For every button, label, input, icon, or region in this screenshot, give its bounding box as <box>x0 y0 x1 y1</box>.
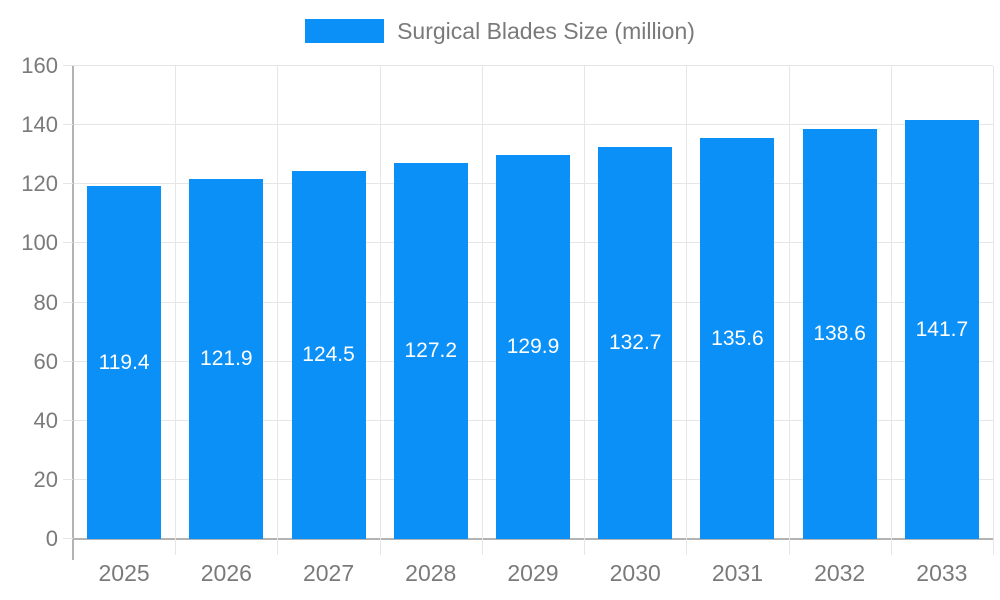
bar-value-label: 129.9 <box>506 334 560 358</box>
gridline-horizontal <box>73 65 993 66</box>
x-tick-label: 2029 <box>507 560 559 586</box>
y-tick-label: 40 <box>33 407 58 433</box>
gridline-vertical <box>481 66 483 555</box>
bar[interactable]: 135.6 <box>700 138 775 539</box>
legend-label: Surgical Blades Size (million) <box>397 18 695 44</box>
bar[interactable]: 121.9 <box>189 178 264 539</box>
bar-value-label: 119.4 <box>98 350 150 374</box>
y-tick-mark <box>63 360 73 362</box>
bar-value-label: 141.7 <box>915 317 969 341</box>
y-axis-line <box>72 66 74 560</box>
x-axis-line <box>73 538 993 540</box>
y-tick-mark <box>63 419 73 421</box>
bar-value-label: 132.7 <box>608 330 662 354</box>
y-tick-mark <box>63 183 73 185</box>
x-tick-label: 2025 <box>98 560 150 586</box>
gridline-vertical <box>175 66 177 555</box>
gridline-horizontal <box>73 124 993 126</box>
y-tick-mark <box>63 65 73 66</box>
x-tick-label: 2026 <box>200 560 252 586</box>
gridline-vertical <box>686 66 688 555</box>
bar[interactable]: 127.2 <box>393 162 468 539</box>
legend[interactable]: Surgical Blades Size (million) <box>0 16 1000 46</box>
y-tick-label: 20 <box>33 466 58 492</box>
y-tick-label: 100 <box>21 230 58 256</box>
bar-value-label: 121.9 <box>200 346 253 370</box>
legend-swatch <box>305 19 385 43</box>
plot-area: 119.4 121.9 124.5 127.2 129.9 132.7 135.6 138.6… <box>72 65 994 560</box>
x-tick-label: 2032 <box>814 560 866 586</box>
bar[interactable]: 132.7 <box>598 146 673 539</box>
bar[interactable]: 129.9 <box>496 154 570 539</box>
y-tick-label: 140 <box>21 112 58 138</box>
y-tick-label: 80 <box>33 289 58 315</box>
x-tick-label: 2030 <box>609 560 661 586</box>
gridline-vertical <box>993 66 994 555</box>
y-tick-mark <box>63 242 73 244</box>
bar-value-label: 135.6 <box>711 326 764 350</box>
gridline-vertical <box>890 66 892 555</box>
gridline-vertical <box>379 66 381 555</box>
y-tick-label: 0 <box>45 526 58 551</box>
x-tick-label: 2027 <box>302 560 355 586</box>
bar-value-label: 127.2 <box>404 338 458 362</box>
x-tick-label: 2028 <box>405 560 457 586</box>
bar[interactable]: 124.5 <box>291 170 366 539</box>
bar[interactable]: 138.6 <box>802 129 877 539</box>
y-tick-label: 160 <box>21 53 58 78</box>
x-tick-label: 2031 <box>711 560 764 586</box>
bar-value-label: 138.6 <box>813 322 866 346</box>
gridline-vertical <box>788 66 790 555</box>
y-tick-label: 60 <box>33 348 58 374</box>
y-tick-mark <box>63 478 73 480</box>
y-tick-mark <box>63 124 73 126</box>
x-tick-label: 2033 <box>916 560 968 586</box>
bar[interactable]: 119.4 <box>87 186 162 539</box>
y-tick-mark <box>63 301 73 303</box>
gridline-vertical <box>584 66 586 555</box>
gridline-vertical <box>277 66 279 555</box>
y-tick-label: 120 <box>21 171 58 197</box>
y-tick-mark <box>63 538 73 539</box>
bar-value-label: 124.5 <box>302 342 355 366</box>
bar[interactable]: 141.7 <box>904 120 979 539</box>
